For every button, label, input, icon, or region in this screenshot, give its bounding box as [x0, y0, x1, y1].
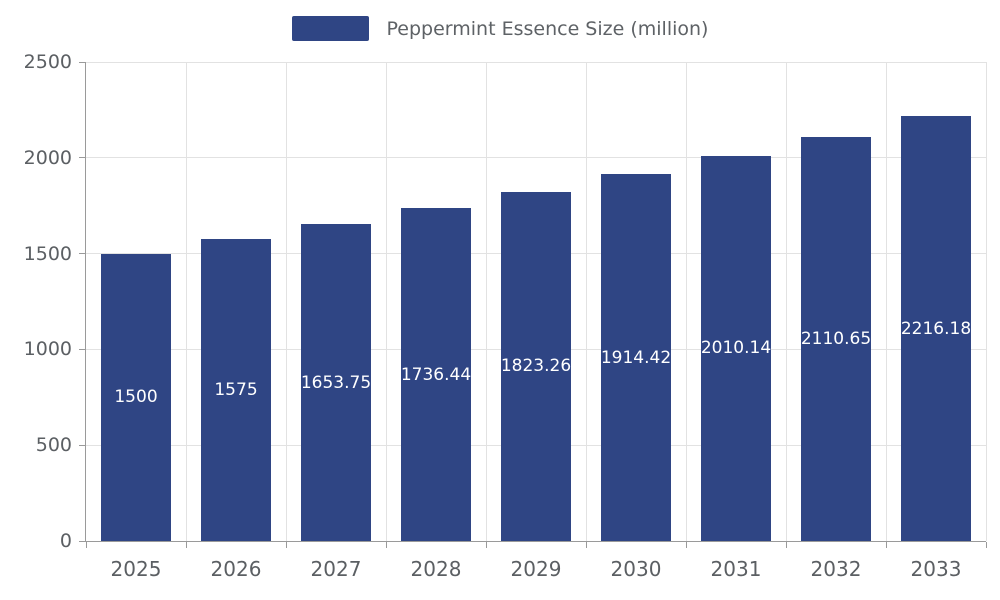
x-axis-tick — [785, 542, 787, 548]
y-tick-label: 2500 — [23, 51, 72, 73]
gridline-vertical — [885, 62, 887, 541]
plot-area: 0 500 1000 1500 2000 2500 1500 2025 1575 2026 1653… — [24, 51, 987, 581]
bar-value-label: 2010.14 — [700, 338, 772, 359]
gridline-vertical — [985, 62, 987, 541]
x-tick-label: 2027 — [310, 557, 362, 581]
gridline-vertical — [685, 62, 687, 541]
bar — [101, 253, 171, 541]
y-tick-label: 500 — [35, 434, 72, 457]
x-tick-label: 2029 — [510, 557, 562, 581]
y-axis-tick — [79, 348, 85, 350]
x-tick-label: 2028 — [410, 557, 462, 581]
y-axis-tick — [79, 444, 85, 446]
bar — [601, 174, 671, 541]
gridline-vertical — [285, 62, 287, 541]
bar — [801, 136, 871, 541]
bar — [301, 224, 371, 541]
bar-value-label: 1653.75 — [300, 372, 372, 393]
x-tick-label: 2032 — [810, 557, 862, 581]
y-axis-tick — [79, 253, 85, 255]
bar-value-label: 1823.26 — [500, 356, 572, 377]
x-tick-label: 2025 — [110, 557, 162, 581]
gridline-horizontal — [86, 61, 986, 63]
bar — [501, 191, 571, 541]
x-axis-tick — [85, 542, 87, 548]
gridline-vertical — [785, 62, 787, 541]
gridline-vertical — [385, 62, 387, 541]
bar-value-label: 2110.65 — [800, 328, 872, 349]
x-axis-tick — [385, 542, 387, 548]
x-tick-label: 2031 — [710, 557, 762, 581]
legend-swatch — [291, 16, 369, 41]
y-tick-label: 0 — [59, 530, 72, 552]
x-axis-tick — [185, 542, 187, 548]
bar — [401, 208, 471, 541]
x-tick-label: 2033 — [910, 557, 962, 581]
x-tick-label: 2026 — [210, 557, 262, 581]
bar-value-label: 1575 — [214, 380, 258, 401]
gridline-vertical — [185, 62, 187, 541]
bar-value-label: 1500 — [114, 387, 158, 408]
y-tick-label: 2000 — [23, 146, 72, 169]
y-axis-tick — [79, 157, 85, 159]
gridline-vertical — [485, 62, 487, 541]
bar-value-label: 2216.18 — [900, 318, 972, 339]
x-tick-label: 2030 — [610, 557, 662, 581]
y-tick-label: 1500 — [23, 242, 72, 265]
legend-label: Peppermint Essence Size (million) — [386, 17, 709, 40]
x-axis-tick — [585, 542, 587, 548]
x-axis-tick — [285, 542, 287, 548]
gridline-horizontal — [86, 157, 986, 159]
chart-legend: Peppermint Essence Size (million) — [0, 16, 1000, 41]
y-tick-label: 1000 — [23, 338, 72, 361]
gridline-vertical — [585, 62, 587, 541]
x-axis-tick — [885, 542, 887, 548]
y-axis-tick — [79, 61, 85, 63]
y-axis-tick — [79, 540, 85, 542]
bar — [201, 239, 271, 541]
bar — [701, 155, 771, 541]
x-axis-tick — [985, 542, 987, 548]
bar-value-label: 1736.44 — [400, 364, 472, 385]
x-axis-tick — [685, 542, 687, 548]
bar-value-label: 1914.42 — [600, 347, 672, 368]
x-axis-tick — [485, 542, 487, 548]
bar — [901, 116, 971, 541]
